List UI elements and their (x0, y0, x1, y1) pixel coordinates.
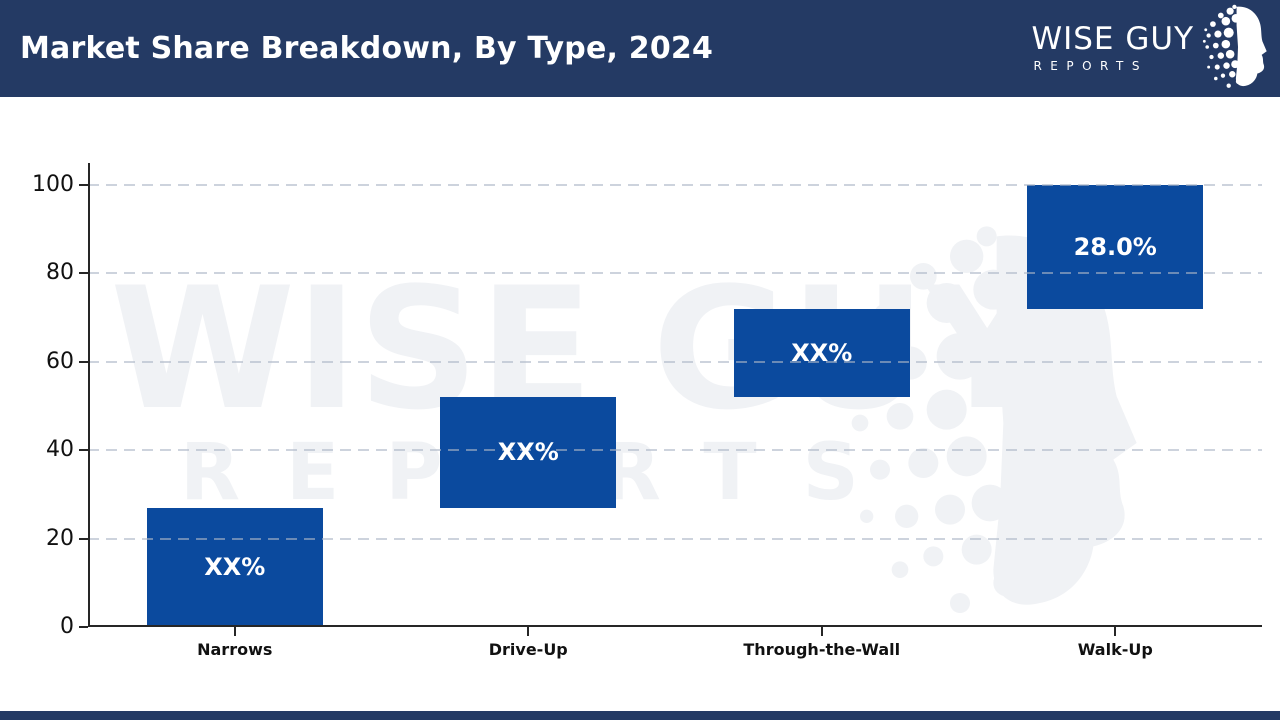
brand-head-icon (1196, 4, 1270, 94)
header-bar: Market Share Breakdown, By Type, 2024 WI… (0, 0, 1280, 97)
chart-area: WISE GUY REPORTS (0, 97, 1280, 711)
gridline-20 (88, 537, 1262, 540)
y-axis-tick-label: 100 (32, 172, 74, 198)
gridline-60 (88, 360, 1262, 363)
x-axis-spine (88, 625, 1262, 627)
brand-subtitle: REPORTS (1033, 59, 1148, 73)
y-axis-tick-label: 80 (46, 260, 74, 286)
bar-value-label: XX% (497, 438, 559, 467)
page-title: Market Share Breakdown, By Type, 2024 (20, 31, 714, 66)
gridline-40 (88, 449, 1262, 452)
bar-value-label: XX% (204, 553, 266, 582)
bar-value-label: XX% (791, 339, 853, 368)
y-axis-tick-label: 40 (46, 437, 74, 463)
y-axis-tick-label: 60 (46, 348, 74, 374)
y-axis-tick-label: 0 (60, 614, 74, 639)
bar-drive-up (440, 397, 617, 508)
y-axis-spine (88, 163, 90, 627)
brand-logo-text: WISE GUY REPORTS (1031, 21, 1194, 74)
y-tick-mark-60 (79, 360, 88, 363)
x-category-label: Walk-Up (1077, 640, 1153, 659)
x-category-label: Through-the-Wall (743, 640, 901, 659)
brand-logo: WISE GUY REPORTS (1031, 4, 1270, 94)
x-tick-mark-through-the-wall (820, 627, 823, 636)
y-tick-mark-80 (79, 272, 88, 275)
x-category-label: Narrows (197, 640, 273, 659)
plot-area: 0 20 40 60 80 100 XX% Narrows XX% Drive-Up XX% Thro… (32, 163, 1262, 659)
brand-name: WISE GUY (1031, 21, 1194, 57)
bar-narrows (146, 507, 323, 627)
x-tick-mark-narrows (233, 627, 236, 636)
gridline-80 (88, 272, 1262, 275)
footer-bar (0, 711, 1280, 720)
y-axis-tick-label: 20 (46, 525, 74, 551)
bar-through-the-wall (733, 308, 910, 398)
bar-walk-up (1027, 185, 1204, 309)
y-tick-mark-20 (79, 537, 88, 540)
bar-value-label: 28.0% (1073, 232, 1157, 261)
gridline-100 (88, 184, 1262, 187)
x-tick-mark-drive-up (527, 627, 530, 636)
x-category-label: Drive-Up (488, 640, 568, 659)
y-tick-mark-0 (79, 626, 88, 628)
y-tick-mark-100 (79, 184, 88, 187)
y-tick-mark-40 (79, 449, 88, 452)
x-tick-mark-walk-up (1114, 627, 1117, 636)
